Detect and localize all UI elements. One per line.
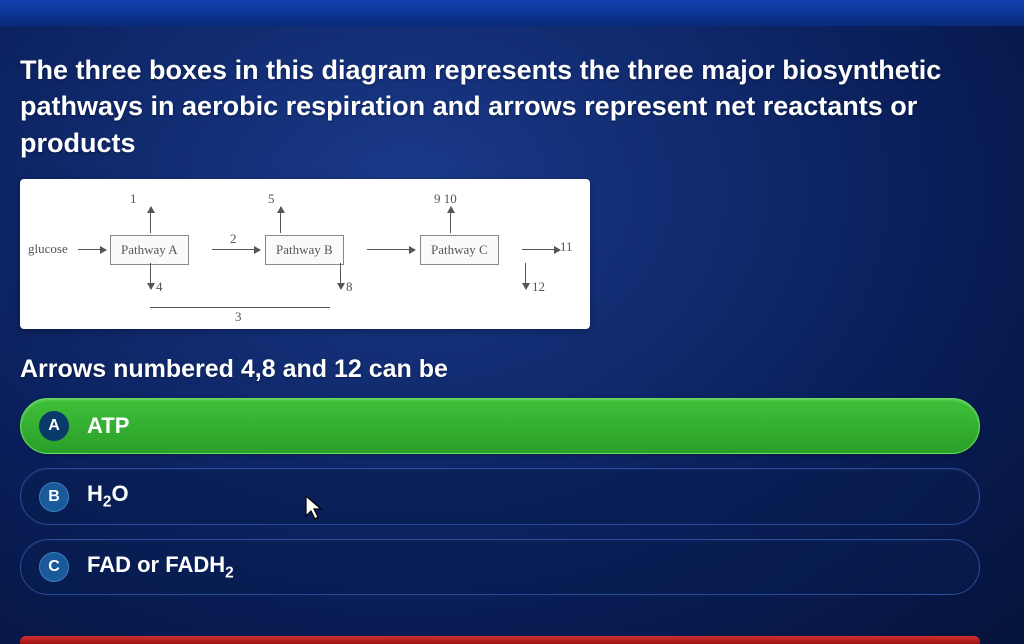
option-b-label: H2O <box>87 481 129 511</box>
diagram-label-2: 2 <box>230 231 237 247</box>
diagram-arrow-4 <box>150 263 151 289</box>
diagram-box-b: Pathway B <box>265 235 344 265</box>
diagram-label-5: 5 <box>268 191 275 207</box>
option-b-badge: B <box>39 482 69 512</box>
window-top-bar <box>0 0 1024 26</box>
pathway-diagram: glucose Pathway A 1 4 2 Pathway B 5 8 Pa… <box>20 179 590 329</box>
diagram-arrow-b-c <box>367 249 415 250</box>
diagram-label-12: 12 <box>532 279 545 295</box>
diagram-box-a: Pathway A <box>110 235 189 265</box>
diagram-label-4: 4 <box>156 279 163 295</box>
option-a-badge: A <box>39 411 69 441</box>
diagram-box-c: Pathway C <box>420 235 499 265</box>
question-stem: The three boxes in this diagram represen… <box>20 52 1004 161</box>
diagram-label-11: 11 <box>560 239 573 255</box>
diagram-arrow-12 <box>525 263 526 289</box>
option-c-label: FAD or FADH2 <box>87 552 234 582</box>
option-a-label: ATP <box>87 413 129 439</box>
diagram-label-8: 8 <box>346 279 353 295</box>
diagram-label-3: 3 <box>235 309 242 325</box>
option-c-badge: C <box>39 552 69 582</box>
diagram-arrow-11 <box>522 249 560 250</box>
diagram-label-1: 1 <box>130 191 137 207</box>
diagram-arrow-1 <box>150 207 151 233</box>
diagram-arrow-5 <box>280 207 281 233</box>
bottom-red-bar <box>20 636 980 644</box>
option-c[interactable]: C FAD or FADH2 <box>20 539 980 595</box>
diagram-arrow-a-b <box>212 249 260 250</box>
diagram-arrow-in <box>78 249 106 250</box>
diagram-arrow-8 <box>340 263 341 289</box>
diagram-label-9-10: 9 10 <box>434 191 457 207</box>
sub-question: Arrows numbered 4,8 and 12 can be <box>20 355 1004 384</box>
option-b[interactable]: B H2O <box>20 468 980 524</box>
option-a[interactable]: A ATP <box>20 398 980 454</box>
diagram-arrow-9-10 <box>450 207 451 233</box>
diagram-recycle-line <box>150 307 330 308</box>
diagram-input-label: glucose <box>28 241 68 257</box>
